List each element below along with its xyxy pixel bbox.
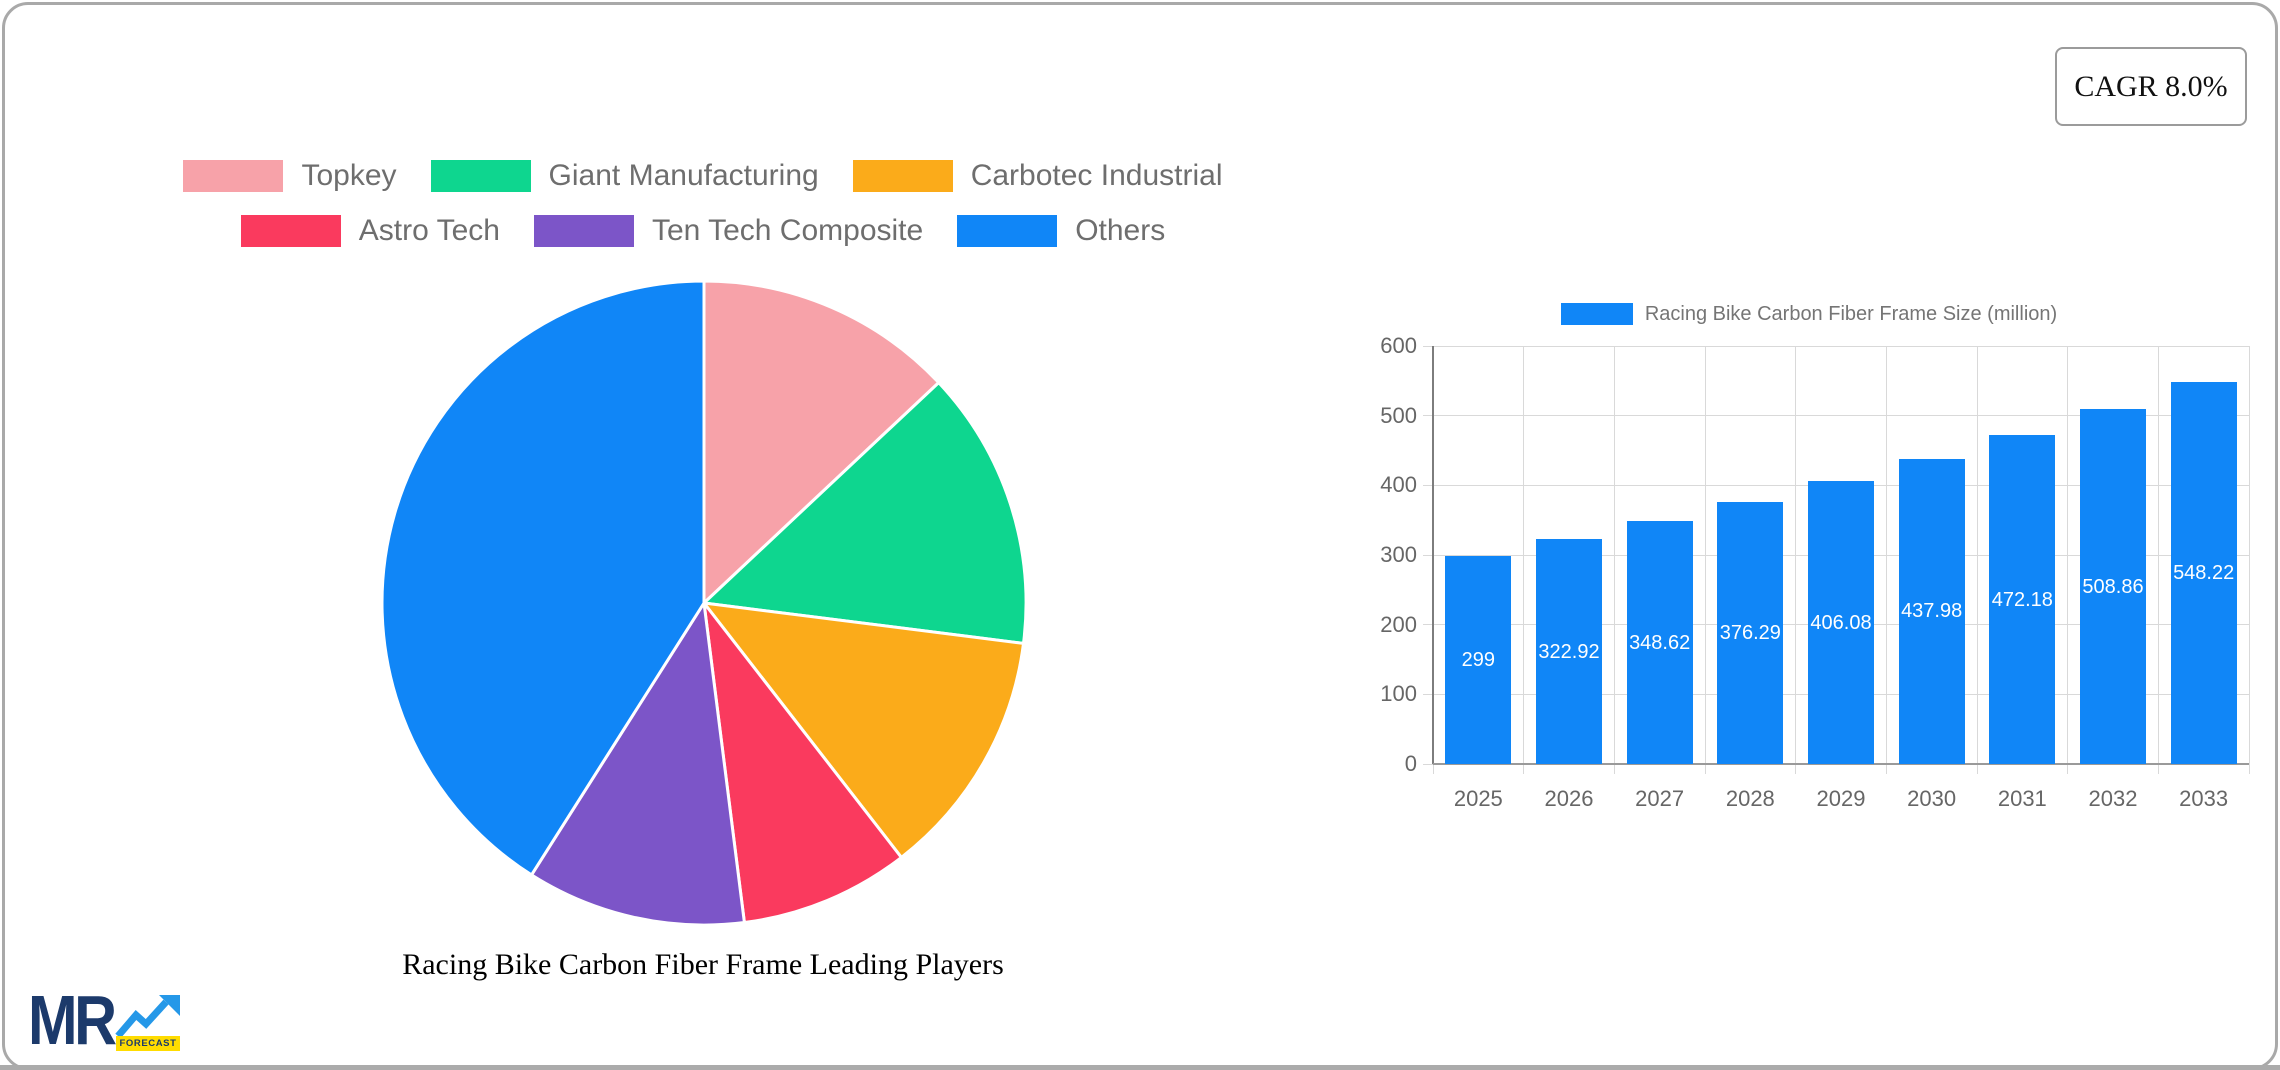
legend-item-giant-manufacturing: Giant Manufacturing bbox=[430, 159, 819, 193]
bar-legend-swatch bbox=[1560, 303, 1633, 325]
pie-slice-giant-manufacturing bbox=[702, 381, 1028, 645]
bar-legend: Racing Bike Carbon Fiber Frame Size (mil… bbox=[1401, 301, 2217, 327]
x-tick-label: 2031 bbox=[1997, 786, 2047, 811]
x-tick-label: 2033 bbox=[2179, 786, 2229, 811]
bar-2026 bbox=[1536, 539, 1602, 764]
pie-slice-others bbox=[380, 279, 706, 877]
grid-line-v bbox=[2067, 346, 2069, 774]
x-tick-label: 2032 bbox=[2088, 786, 2138, 811]
bar-2025 bbox=[1445, 555, 1512, 764]
pie-slice-carbotec-industrial bbox=[702, 601, 1025, 859]
grid-line-v bbox=[1613, 346, 1615, 774]
bar-2031 bbox=[1989, 435, 2056, 764]
y-tick-label: 0 bbox=[1404, 751, 1417, 776]
y-tick-label: 300 bbox=[1380, 542, 1417, 567]
bar-2030 bbox=[1898, 458, 1965, 764]
legend-swatch-topkey bbox=[183, 160, 284, 192]
bar-2027 bbox=[1626, 521, 1693, 764]
x-tick-label: 2026 bbox=[1544, 786, 1594, 811]
bar-value-label: 437.98 bbox=[1901, 600, 1963, 623]
y-tick-label: 400 bbox=[1380, 472, 1417, 498]
grid-line-v bbox=[1976, 346, 1978, 774]
bar-value-label: 548.22 bbox=[2173, 562, 2235, 585]
logo: MR FORECAST bbox=[28, 981, 263, 1059]
pie-legend: Topkey Giant Manufacturing Carbotec Indust… bbox=[95, 160, 1311, 270]
legend-item-topkey: Topkey bbox=[183, 159, 397, 193]
pie-title: Racing Bike Carbon Fiber Frame Leading P… bbox=[402, 948, 1004, 981]
bar-value-label: 348.62 bbox=[1629, 631, 1691, 654]
bar-2029 bbox=[1808, 481, 1874, 764]
pie-legend-row: Topkey Giant Manufacturing Carbotec Indust… bbox=[95, 160, 1311, 192]
y-tick-label: 600 bbox=[1380, 333, 1417, 358]
legend-label: Astro Tech bbox=[358, 214, 500, 248]
pie-chart-svg bbox=[380, 279, 1028, 927]
y-tick-label: 100 bbox=[1380, 681, 1417, 707]
pie-slice-topkey bbox=[702, 279, 941, 605]
y-tick-label: 200 bbox=[1380, 611, 1417, 637]
grid-line-v bbox=[1795, 346, 1797, 774]
legend-label: Ten Tech Composite bbox=[651, 214, 924, 248]
bar-2028 bbox=[1717, 501, 1784, 764]
grid-line-h bbox=[1423, 415, 2249, 417]
bar-value-label: 406.08 bbox=[1810, 611, 1872, 634]
x-axis-line bbox=[1433, 763, 2249, 765]
pie-legend-row: Astro Tech Ten Tech Composite Others bbox=[95, 215, 1311, 247]
x-tick-label: 2027 bbox=[1635, 786, 1685, 811]
legend-swatch-giant-manufacturing bbox=[430, 160, 531, 192]
grid-line-v bbox=[2248, 346, 2250, 774]
legend-swatch-ten-tech-composite bbox=[533, 215, 634, 247]
y-tick-label: 500 bbox=[1380, 402, 1417, 428]
x-tick-label: 2030 bbox=[1907, 786, 1957, 811]
bar-value-label: 508.86 bbox=[2082, 575, 2144, 598]
grid-line-v bbox=[2157, 346, 2159, 774]
legend-item-carbotec-industrial: Carbotec Industrial bbox=[852, 159, 1223, 193]
x-tick-label: 2025 bbox=[1453, 786, 1503, 811]
legend-label: Topkey bbox=[301, 159, 397, 193]
legend-label: Others bbox=[1075, 214, 1166, 248]
logo-forecast-badge: FORECAST bbox=[116, 1036, 180, 1051]
logo-mr-text: MR bbox=[28, 981, 117, 1059]
y-axis-line bbox=[1432, 346, 1434, 764]
grid-line-h bbox=[1423, 345, 2249, 347]
legend-item-ten-tech-composite: Ten Tech Composite bbox=[533, 214, 924, 248]
x-tick-label: 2028 bbox=[1725, 786, 1775, 811]
bar-value-label: 376.29 bbox=[1719, 621, 1781, 644]
grid-line-v bbox=[1523, 346, 1525, 774]
legend-item-others: Others bbox=[957, 215, 1165, 247]
bar-value-label: 299 bbox=[1461, 648, 1496, 671]
cagr-badge: CAGR 8.0% bbox=[2055, 47, 2247, 126]
grid-line-v bbox=[1704, 346, 1706, 774]
bar-2033 bbox=[2170, 382, 2237, 764]
cagr-badge-text: CAGR 8.0% bbox=[2074, 69, 2228, 103]
pie-chart bbox=[374, 273, 1034, 933]
pie-slice-astro-tech bbox=[702, 601, 903, 924]
logo-trend-arrow-icon bbox=[115, 995, 180, 1039]
bar-value-label: 322.92 bbox=[1538, 640, 1600, 663]
legend-swatch-others bbox=[957, 215, 1058, 247]
bottom-strip bbox=[0, 1065, 2280, 1070]
bar-plot: 0 100 200 300 400 500 600 299 2025 322.92 2026 348.… bbox=[1380, 333, 2250, 811]
legend-label: Carbotec Industrial bbox=[970, 159, 1223, 193]
grid-line-v bbox=[1885, 346, 1887, 774]
bar-legend-label: Racing Bike Carbon Fiber Frame Size (mil… bbox=[1644, 302, 2058, 325]
x-tick-label: 2029 bbox=[1816, 786, 1866, 811]
legend-swatch-carbotec-industrial bbox=[852, 160, 953, 192]
legend-swatch-astro-tech bbox=[240, 215, 341, 247]
legend-item-astro-tech: Astro Tech bbox=[240, 214, 500, 248]
pie-slice-ten-tech-composite bbox=[530, 601, 746, 927]
bar-value-label: 472.18 bbox=[1991, 588, 2053, 611]
legend-label: Giant Manufacturing bbox=[548, 159, 819, 193]
bar-2032 bbox=[2080, 409, 2146, 764]
